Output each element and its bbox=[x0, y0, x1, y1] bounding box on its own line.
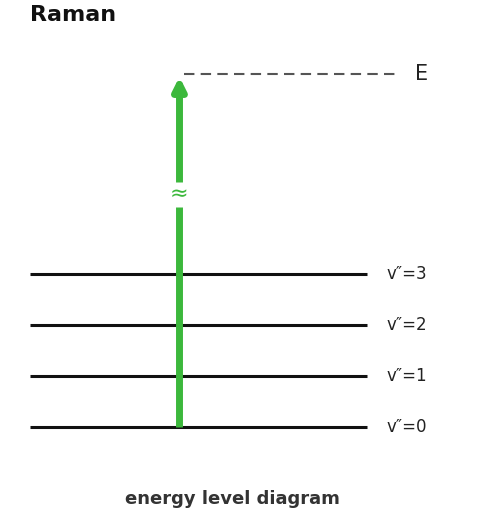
Text: v″=0: v″=0 bbox=[386, 418, 427, 437]
Text: energy level diagram: energy level diagram bbox=[125, 490, 340, 508]
Text: v″=2: v″=2 bbox=[386, 316, 427, 334]
Text: ≈: ≈ bbox=[170, 184, 189, 204]
Text: v″=3: v″=3 bbox=[386, 265, 427, 283]
Text: E: E bbox=[415, 64, 428, 84]
Text: Raman: Raman bbox=[30, 5, 116, 26]
Text: v″=1: v″=1 bbox=[386, 367, 427, 385]
